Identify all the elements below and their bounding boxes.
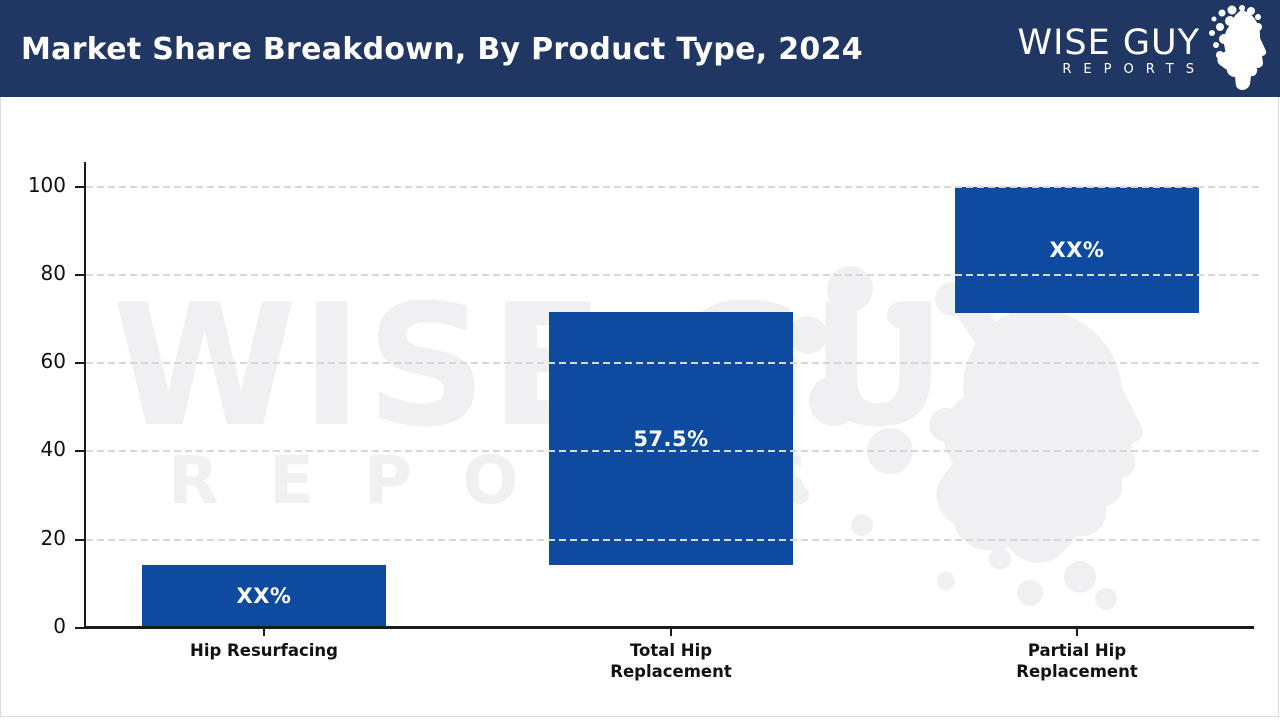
bar-value-label: XX% [236, 584, 292, 608]
logo-face-icon [1209, 5, 1267, 90]
x-label-line: Replacement [610, 662, 732, 681]
x-tick [670, 629, 672, 636]
y-tick [75, 274, 84, 276]
y-tick [75, 450, 84, 452]
y-tick-label: 80 [40, 261, 66, 285]
x-category-label-hip-resurfacing: Hip Resurfacing [114, 640, 414, 661]
bar-partial-hip-replacement: XX% [955, 187, 1199, 313]
y-axis-line [84, 162, 86, 629]
gridline-60 [86, 362, 1261, 364]
logo-wordmark: WISE GUY [1017, 23, 1200, 63]
y-tick-label: 100 [27, 173, 66, 197]
y-tick [75, 362, 84, 364]
x-label-line: Partial Hip [1027, 641, 1127, 660]
x-category-label-partial-hip-replacement: Partial Hip Replacement [927, 640, 1227, 682]
y-tick [75, 627, 84, 629]
x-tick [263, 629, 265, 636]
y-tick [75, 539, 84, 541]
bar-hip-resurfacing: XX% [142, 565, 386, 627]
y-tick-label: 40 [40, 437, 66, 461]
gridline-40 [86, 450, 1261, 452]
bar-value-label: XX% [1049, 238, 1105, 262]
y-tick [75, 186, 84, 188]
x-label-line: Replacement [1016, 662, 1138, 681]
header-banner: Market Share Breakdown, By Product Type,… [0, 0, 1280, 97]
chart-title: Market Share Breakdown, By Product Type,… [21, 32, 863, 67]
wise-guy-reports-logo: WISE GUY REPORTS [1017, 0, 1272, 97]
x-label-line: Total Hip [629, 641, 713, 660]
x-axis-line [84, 626, 1254, 629]
y-tick-label: 60 [40, 349, 66, 373]
y-tick-label: 20 [40, 526, 66, 550]
x-tick [1076, 629, 1078, 636]
x-category-label-total-hip-replacement: Total Hip Replacement [521, 640, 821, 682]
page-border-bottom [0, 716, 1280, 717]
gridline-20 [86, 539, 1261, 541]
bar-total-hip-replacement: 57.5% [549, 312, 793, 565]
logo-reports-text: REPORTS [1062, 62, 1206, 77]
y-tick-label: 0 [53, 614, 66, 638]
gridline-100 [86, 186, 1261, 188]
bar-value-label: 57.5% [633, 426, 709, 451]
page-border-left [0, 97, 1, 716]
gridline-80 [86, 274, 1261, 276]
page-border-right [1278, 97, 1279, 716]
x-label-line: Hip Resurfacing [190, 641, 338, 660]
